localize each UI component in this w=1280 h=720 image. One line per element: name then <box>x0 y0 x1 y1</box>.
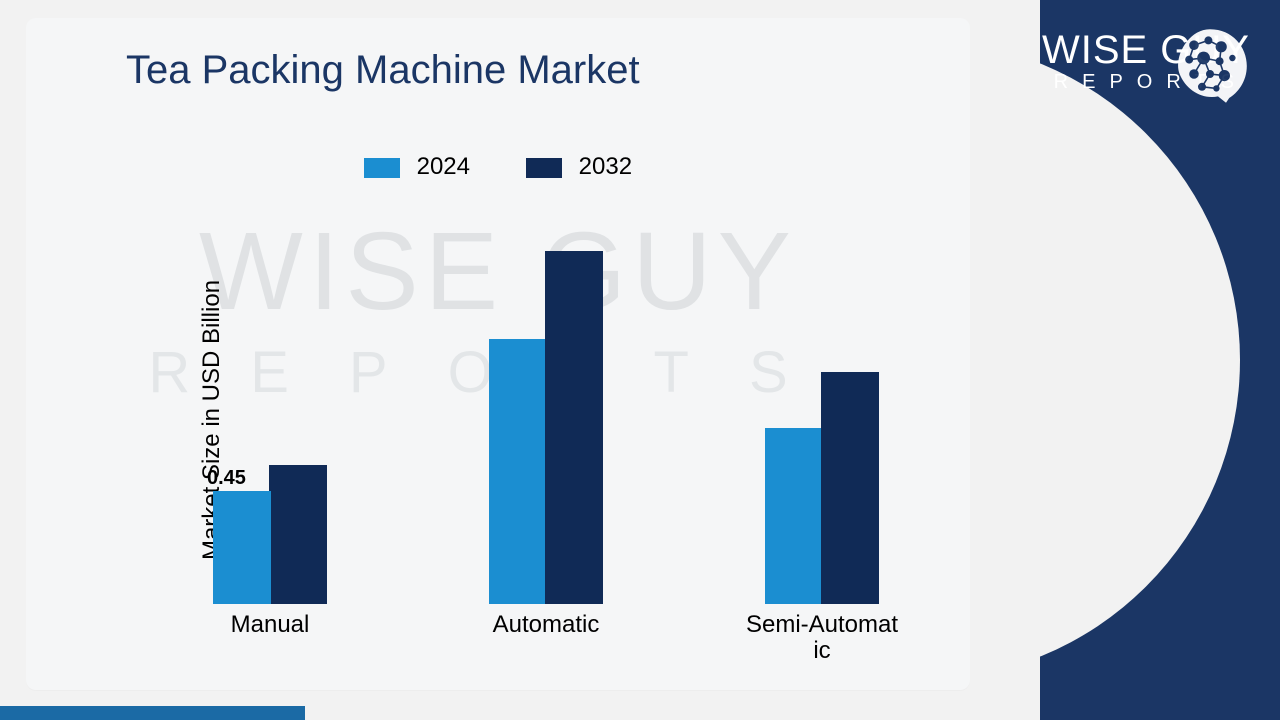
x-axis: ManualAutomaticSemi-Automatic <box>132 604 960 672</box>
brand-logo: WISE GUY REPORTS <box>1042 28 1250 94</box>
bar: 0.45 <box>213 491 271 604</box>
x-category-label: Semi-Automatic <box>684 604 960 672</box>
brand-head-icon <box>1170 26 1250 106</box>
x-category-label: Manual <box>132 604 408 672</box>
value-label: 0.45 <box>207 467 246 490</box>
bar-groups: 0.45 <box>132 226 960 604</box>
plot-area: Market Size in USD Billion 0.45 ManualAu… <box>78 168 960 672</box>
bar-group <box>408 226 684 604</box>
bar-group <box>684 226 960 604</box>
bar <box>821 372 879 604</box>
footer-accent-bar <box>0 706 305 720</box>
bar <box>545 251 603 604</box>
bar <box>489 339 547 604</box>
bar <box>765 428 823 604</box>
chart-title: Tea Packing Machine Market <box>126 48 970 93</box>
bar <box>269 465 327 604</box>
bar-group: 0.45 <box>132 226 408 604</box>
x-category-label: Automatic <box>408 604 684 672</box>
plot: 0.45 <box>132 226 960 604</box>
chart-card: WISE GUY REPORTS Tea Packing Machine Mar… <box>26 18 970 690</box>
